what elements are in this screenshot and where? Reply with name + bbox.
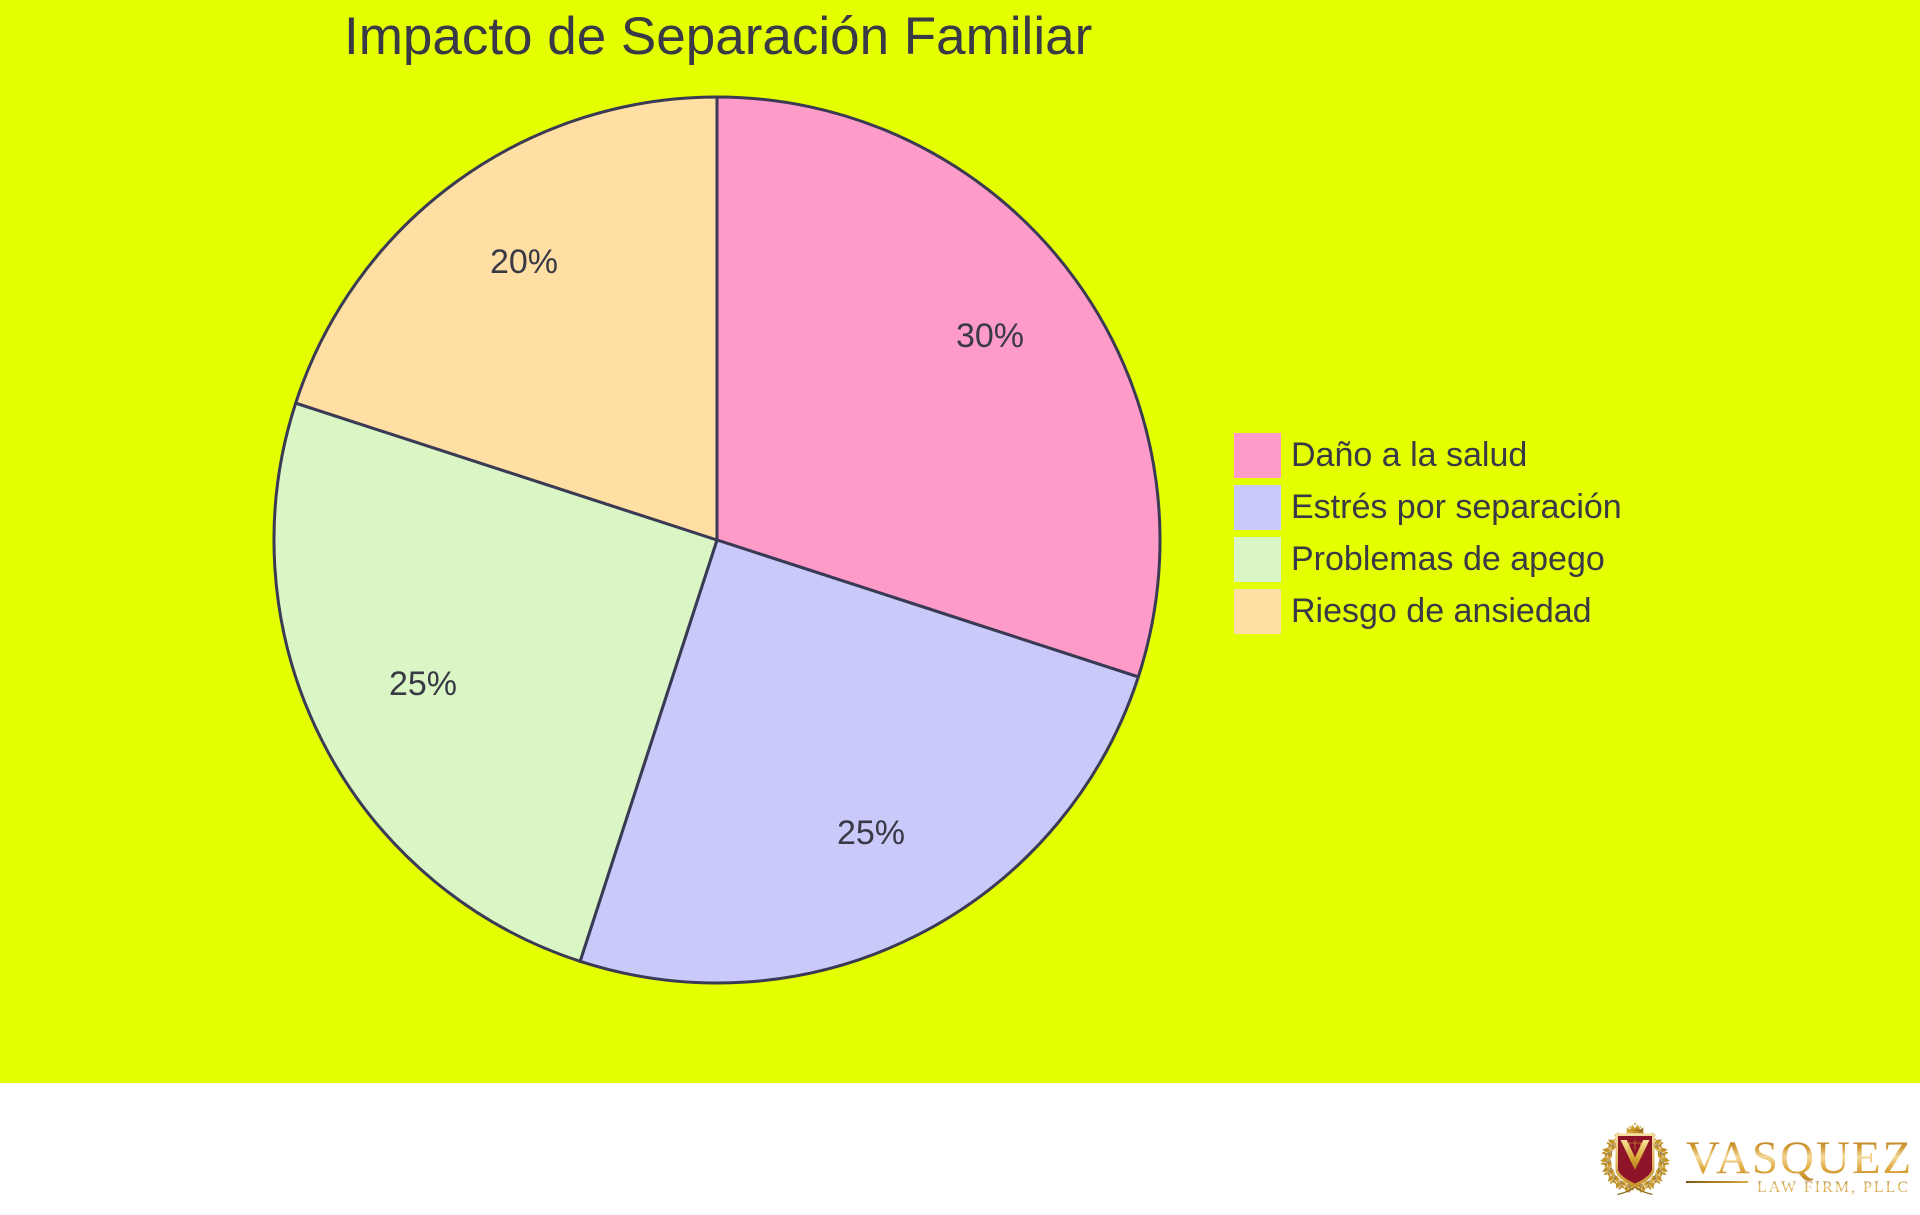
svg-text:25%: 25%	[837, 814, 905, 852]
svg-text:20%: 20%	[490, 243, 558, 281]
svg-text:25%: 25%	[389, 665, 457, 703]
svg-text:30%: 30%	[956, 317, 1024, 355]
